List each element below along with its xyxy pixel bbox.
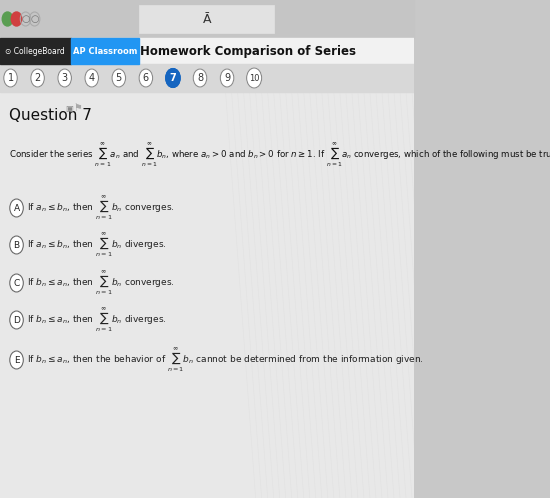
Circle shape: [10, 199, 23, 217]
Circle shape: [166, 69, 180, 87]
Circle shape: [10, 236, 23, 254]
Text: ○: ○: [21, 14, 30, 24]
Circle shape: [193, 69, 207, 87]
Circle shape: [31, 69, 45, 87]
Circle shape: [58, 69, 72, 87]
Text: ⊙ CollegeBoard: ⊙ CollegeBoard: [6, 46, 65, 55]
Text: If $b_n \leq a_n$, then $\sum_{n=1}^{\infty} b_n$ diverges.: If $b_n \leq a_n$, then $\sum_{n=1}^{\in…: [27, 306, 167, 334]
Text: E: E: [14, 356, 19, 365]
Circle shape: [10, 311, 23, 329]
Text: ○: ○: [30, 14, 39, 24]
Bar: [0, 64, 414, 92]
Circle shape: [139, 69, 153, 87]
Text: ⚑: ⚑: [73, 103, 82, 113]
Text: 2: 2: [35, 73, 41, 83]
Text: 4: 4: [89, 73, 95, 83]
Text: ▣: ▣: [65, 104, 73, 113]
Text: D: D: [13, 316, 20, 325]
Circle shape: [112, 69, 125, 87]
Circle shape: [4, 69, 17, 87]
Text: 5: 5: [116, 73, 122, 83]
Text: C: C: [13, 278, 20, 287]
Text: 9: 9: [224, 73, 230, 83]
Text: If $b_n \leq a_n$, then $\sum_{n=1}^{\infty} b_n$ converges.: If $b_n \leq a_n$, then $\sum_{n=1}^{\in…: [27, 268, 175, 297]
Text: 1: 1: [8, 73, 14, 83]
Circle shape: [246, 68, 262, 88]
Bar: [72, 38, 139, 64]
Circle shape: [2, 12, 13, 26]
Text: 8: 8: [197, 73, 203, 83]
Text: AP Classroom: AP Classroom: [73, 46, 138, 55]
Text: If $a_n \leq b_n$, then $\sum_{n=1}^{\infty} b_n$ converges.: If $a_n \leq b_n$, then $\sum_{n=1}^{\in…: [27, 194, 175, 223]
Text: A: A: [14, 204, 20, 213]
Text: Question 7: Question 7: [9, 108, 92, 123]
Text: 3: 3: [62, 73, 68, 83]
Text: Homework Comparison of Series: Homework Comparison of Series: [140, 44, 356, 57]
Text: Ā: Ā: [202, 12, 211, 25]
Text: B: B: [14, 241, 20, 249]
Text: 7: 7: [169, 73, 177, 83]
Text: Consider the series $\sum_{n=1}^{\infty} a_n$ and $\sum_{n=1}^{\infty} b_n$, whe: Consider the series $\sum_{n=1}^{\infty}…: [9, 141, 550, 169]
Text: If $a_n \leq b_n$, then $\sum_{n=1}^{\infty} b_n$ diverges.: If $a_n \leq b_n$, then $\sum_{n=1}^{\in…: [27, 231, 167, 259]
Bar: [0, 38, 72, 64]
Circle shape: [10, 351, 23, 369]
Circle shape: [12, 12, 22, 26]
Bar: [0, 92, 414, 498]
Text: If $b_n \leq a_n$, then the behavior of $\sum_{n=1}^{\infty} b_n$ cannot be dete: If $b_n \leq a_n$, then the behavior of …: [27, 346, 424, 374]
Bar: [0, 38, 414, 64]
Bar: [139, 5, 274, 33]
Text: 10: 10: [249, 74, 260, 83]
Circle shape: [221, 69, 234, 87]
Text: 6: 6: [143, 73, 149, 83]
Bar: [0, 0, 414, 38]
Circle shape: [10, 274, 23, 292]
Circle shape: [85, 69, 98, 87]
